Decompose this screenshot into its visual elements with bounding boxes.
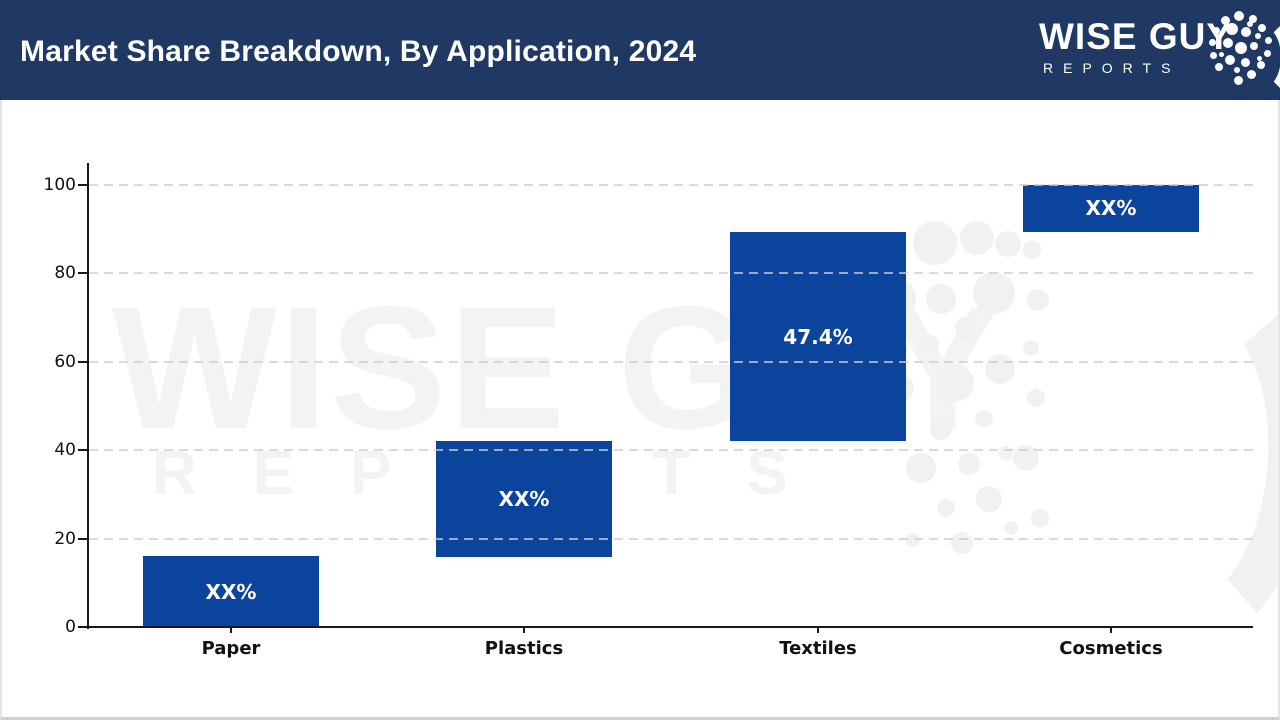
watermark-dot	[926, 284, 956, 314]
logo-dot	[1226, 23, 1238, 35]
x-tick-cosmetics	[1110, 627, 1112, 633]
logo-dot	[1264, 36, 1272, 44]
x-tick-plastics	[523, 627, 525, 633]
watermark-dot	[995, 231, 1021, 257]
gridline-80	[89, 272, 1253, 275]
logo-dot	[1225, 55, 1235, 65]
logo-head-dots-icon	[1199, 10, 1275, 88]
x-axis-label-plastics: Plastics	[484, 638, 564, 659]
logo-dot	[1209, 51, 1217, 59]
logo-dot	[1235, 42, 1247, 54]
watermark-dot	[906, 533, 920, 547]
logo-dot	[1215, 63, 1223, 71]
x-tick-paper	[230, 627, 232, 633]
page-title: Market Share Breakdown, By Application, …	[20, 35, 697, 68]
logo-dot	[1255, 33, 1261, 39]
y-tick-label-100: 100	[43, 175, 76, 195]
bar-value-label-plastics: XX%	[498, 487, 550, 512]
watermark-dot	[1023, 340, 1039, 356]
watermark-dot	[985, 354, 1015, 384]
y-tick-100	[78, 184, 87, 186]
y-tick-20	[78, 537, 87, 540]
x-axis-label-cosmetics: Cosmetics	[1059, 638, 1163, 659]
watermark-dot	[913, 221, 957, 265]
y-tick-0	[78, 626, 87, 628]
logo-dot	[1263, 49, 1271, 57]
watermark-dot	[1023, 241, 1041, 259]
bar-value-label-textiles: 47.4%	[783, 324, 853, 349]
logo-dot	[1218, 51, 1224, 57]
logo-dot	[1234, 11, 1244, 21]
y-tick-label-40: 40	[54, 440, 76, 461]
watermark-dot	[973, 272, 1015, 314]
y-axis-spine	[87, 163, 89, 629]
y-tick-label-80: 80	[54, 263, 76, 284]
x-axis-label-paper: Paper	[201, 638, 261, 659]
watermark-dot	[937, 499, 955, 517]
x-tick-textiles	[817, 627, 819, 633]
gridline-40	[89, 449, 1253, 452]
watermark-dot	[1031, 509, 1049, 527]
y-tick-60	[78, 360, 87, 363]
logo-dot	[1246, 69, 1256, 79]
logo-dot	[1233, 75, 1243, 85]
watermark-dot	[936, 364, 974, 402]
watermark-dot	[1027, 289, 1049, 311]
gridline-20	[89, 537, 1253, 540]
gridline-100	[89, 184, 1253, 186]
logo-dot	[1220, 15, 1230, 25]
bar-cosmetics	[1023, 185, 1199, 232]
x-axis-label-textiles: Textiles	[779, 638, 857, 659]
logo-dot	[1257, 61, 1265, 69]
logo-dot	[1212, 26, 1220, 34]
watermark-dot	[1004, 521, 1018, 535]
watermark-dot	[958, 453, 980, 475]
bar-value-label-cosmetics: XX%	[1085, 196, 1137, 221]
x-axis-spine	[87, 626, 1253, 628]
y-tick-40	[78, 449, 87, 452]
y-tick-label-20: 20	[54, 528, 76, 549]
header-bar: Market Share Breakdown, By Application, …	[0, 0, 1280, 100]
logo-dot	[1258, 24, 1266, 32]
bar-paper	[143, 556, 319, 627]
logo-brand-text: WISE GUY	[1039, 16, 1233, 57]
market-share-chart: 0 20 40 60 80 100 XX% Paper XX% Plastics 47.4% Text…	[0, 100, 1280, 720]
watermark-dot	[975, 410, 993, 428]
watermark-dot	[960, 221, 994, 255]
y-tick-80	[78, 272, 87, 275]
watermark-dot	[906, 453, 936, 483]
gridline-60	[89, 360, 1253, 363]
logo-dot	[1249, 15, 1257, 23]
watermark-dot	[955, 317, 977, 339]
watermark-dot	[1027, 389, 1045, 407]
bar-value-label-paper: XX%	[205, 579, 257, 604]
logo-dot	[1208, 38, 1216, 46]
logo-dot	[1247, 21, 1253, 27]
y-tick-label-0: 0	[65, 617, 76, 637]
logo-dot	[1240, 57, 1250, 67]
y-tick-label-60: 60	[54, 351, 76, 372]
logo-dot	[1241, 27, 1251, 37]
logo-dot	[1256, 55, 1262, 61]
logo-dot	[1250, 42, 1258, 50]
logo-dot	[1223, 38, 1233, 48]
wise-guy-logo: WISE GUY REPORTS	[1035, 8, 1275, 92]
watermark-dot	[951, 532, 973, 554]
logo-dot	[1234, 67, 1240, 73]
watermark-dot	[921, 335, 939, 353]
bar-textiles	[730, 231, 906, 442]
logo-reports-text: REPORTS	[1043, 60, 1181, 76]
watermark-dot	[976, 486, 1002, 512]
watermark-dot	[930, 418, 952, 440]
